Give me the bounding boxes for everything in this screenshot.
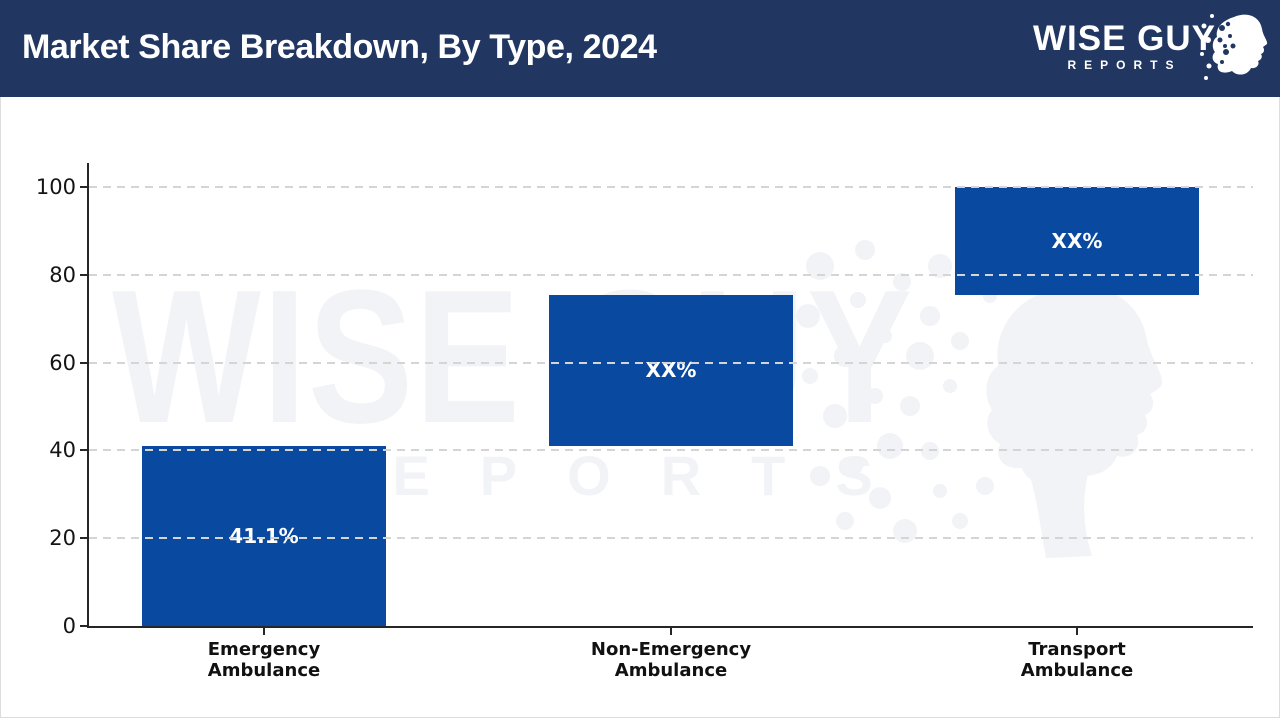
y-tick-label: 40 bbox=[49, 438, 76, 463]
x-tick bbox=[1076, 628, 1078, 635]
logo-wordmark: WISE GUY bbox=[1032, 19, 1216, 58]
y-tick bbox=[80, 625, 88, 627]
bar-value-label: 41.1% bbox=[229, 523, 299, 548]
wiseguy-logo: WISE GUY REPORTS bbox=[1032, 19, 1216, 73]
header-bar: Market Share Breakdown, By Type, 2024 WI… bbox=[0, 0, 1280, 97]
logo-face-icon bbox=[1200, 14, 1268, 80]
bar-value-label: XX% bbox=[1051, 228, 1103, 253]
logo-reports-text: REPORTS bbox=[1067, 58, 1182, 72]
page-title: Market Share Breakdown, By Type, 2024 bbox=[22, 28, 657, 66]
x-axis-line bbox=[87, 626, 1253, 628]
x-category-label-0: Emergency Ambulance bbox=[207, 639, 321, 681]
y-tick-label: 100 bbox=[35, 175, 76, 199]
bar-segment-0: 41.1% bbox=[142, 445, 386, 626]
y-axis-line bbox=[87, 163, 89, 628]
y-tick bbox=[80, 361, 88, 364]
y-tick-label: 20 bbox=[49, 526, 76, 551]
x-tick bbox=[263, 628, 265, 635]
y-tick bbox=[80, 273, 88, 276]
bar-segment-2: XX% bbox=[955, 187, 1199, 295]
gridline-100 bbox=[89, 186, 1253, 188]
y-tick-label: 0 bbox=[62, 614, 76, 638]
gridline-80 bbox=[89, 273, 1253, 276]
gridline-20 bbox=[89, 537, 1253, 540]
gridline-40 bbox=[89, 449, 1253, 452]
y-tick bbox=[80, 186, 88, 188]
x-tick bbox=[670, 628, 672, 635]
x-category-label-1: Non-Emergency Ambulance bbox=[590, 639, 752, 681]
y-tick bbox=[80, 537, 88, 540]
x-category-label-2: Transport Ambulance bbox=[1020, 639, 1134, 681]
gridline-60 bbox=[89, 361, 1253, 364]
bar-segment-1: XX% bbox=[549, 294, 793, 446]
y-tick bbox=[80, 449, 88, 452]
y-tick-label: 80 bbox=[49, 262, 76, 287]
y-tick-label: 60 bbox=[49, 350, 76, 375]
